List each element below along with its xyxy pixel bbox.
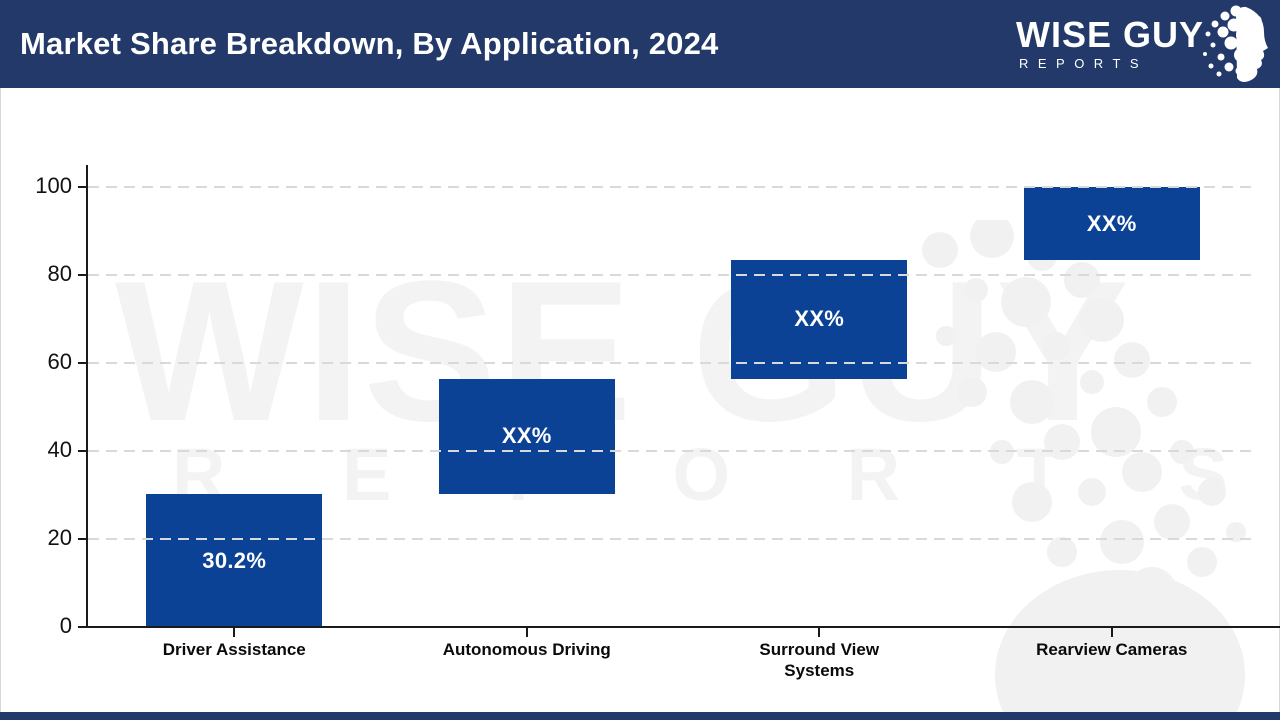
bar-autonomous-driving: XX% <box>438 378 615 495</box>
y-axis-tick <box>78 538 86 540</box>
y-axis-tick-label: 40 <box>47 437 72 462</box>
y-axis-tick-label: 60 <box>47 349 72 374</box>
gridline-100 <box>88 186 1258 188</box>
brand-wordmark: WISE GUY <box>1015 14 1204 55</box>
y-axis-tick <box>78 450 86 452</box>
x-axis-tick <box>818 628 821 637</box>
bar-rearview-cameras: XX% <box>1023 187 1200 261</box>
brand-logo-text: WISE GUY REPORTS <box>1015 14 1204 72</box>
watermark-wordmark: WISE GUY <box>115 240 1132 463</box>
chart-title: Market Share Breakdown, By Application, … <box>20 26 719 61</box>
x-axis-tick <box>1110 628 1113 637</box>
brand-subtitle: REPORTS <box>1018 56 1149 71</box>
x-axis-tick <box>233 628 236 637</box>
category-label: Autonomous Driving <box>442 640 611 659</box>
bar-surround-view-systems: XX% <box>731 260 908 379</box>
x-axis-tick <box>525 628 528 637</box>
y-axis-tick-label: 100 <box>35 173 72 198</box>
watermark-face-dots <box>922 220 1246 720</box>
brand-face-dots-icon <box>1203 5 1268 83</box>
footer-band <box>0 712 1280 720</box>
category-label: Surround View Systems <box>759 640 880 680</box>
header-band: Market Share Breakdown, By Application, … <box>0 0 1280 88</box>
bar-value-label: XX% <box>1086 210 1137 236</box>
y-axis-tick <box>78 362 86 364</box>
y-axis-tick <box>78 274 86 276</box>
y-axis-line <box>86 165 88 628</box>
bar-value-label: 30.2% <box>202 547 267 573</box>
bar-driver-assistance: 30.2% <box>146 494 323 627</box>
y-axis-tick <box>78 186 86 188</box>
y-axis-tick-label: 20 <box>47 525 72 550</box>
gridline-40 <box>88 450 1258 452</box>
bar-value-label: XX% <box>794 306 845 332</box>
category-label: Rearview Cameras <box>1036 640 1188 659</box>
brand-logo: WISE GUY REPORTS <box>1016 4 1280 84</box>
x-axis-line <box>86 626 1280 628</box>
y-axis-tick-label: 0 <box>59 613 72 638</box>
gridline-60 <box>88 362 1258 364</box>
gridline-20 <box>88 538 1258 540</box>
y-axis-tick-label: 80 <box>47 261 72 286</box>
bar-value-label: XX% <box>501 423 552 449</box>
category-label: Driver Assistance <box>162 640 306 659</box>
gridline-80 <box>88 274 1258 276</box>
y-axis-tick <box>78 626 86 628</box>
